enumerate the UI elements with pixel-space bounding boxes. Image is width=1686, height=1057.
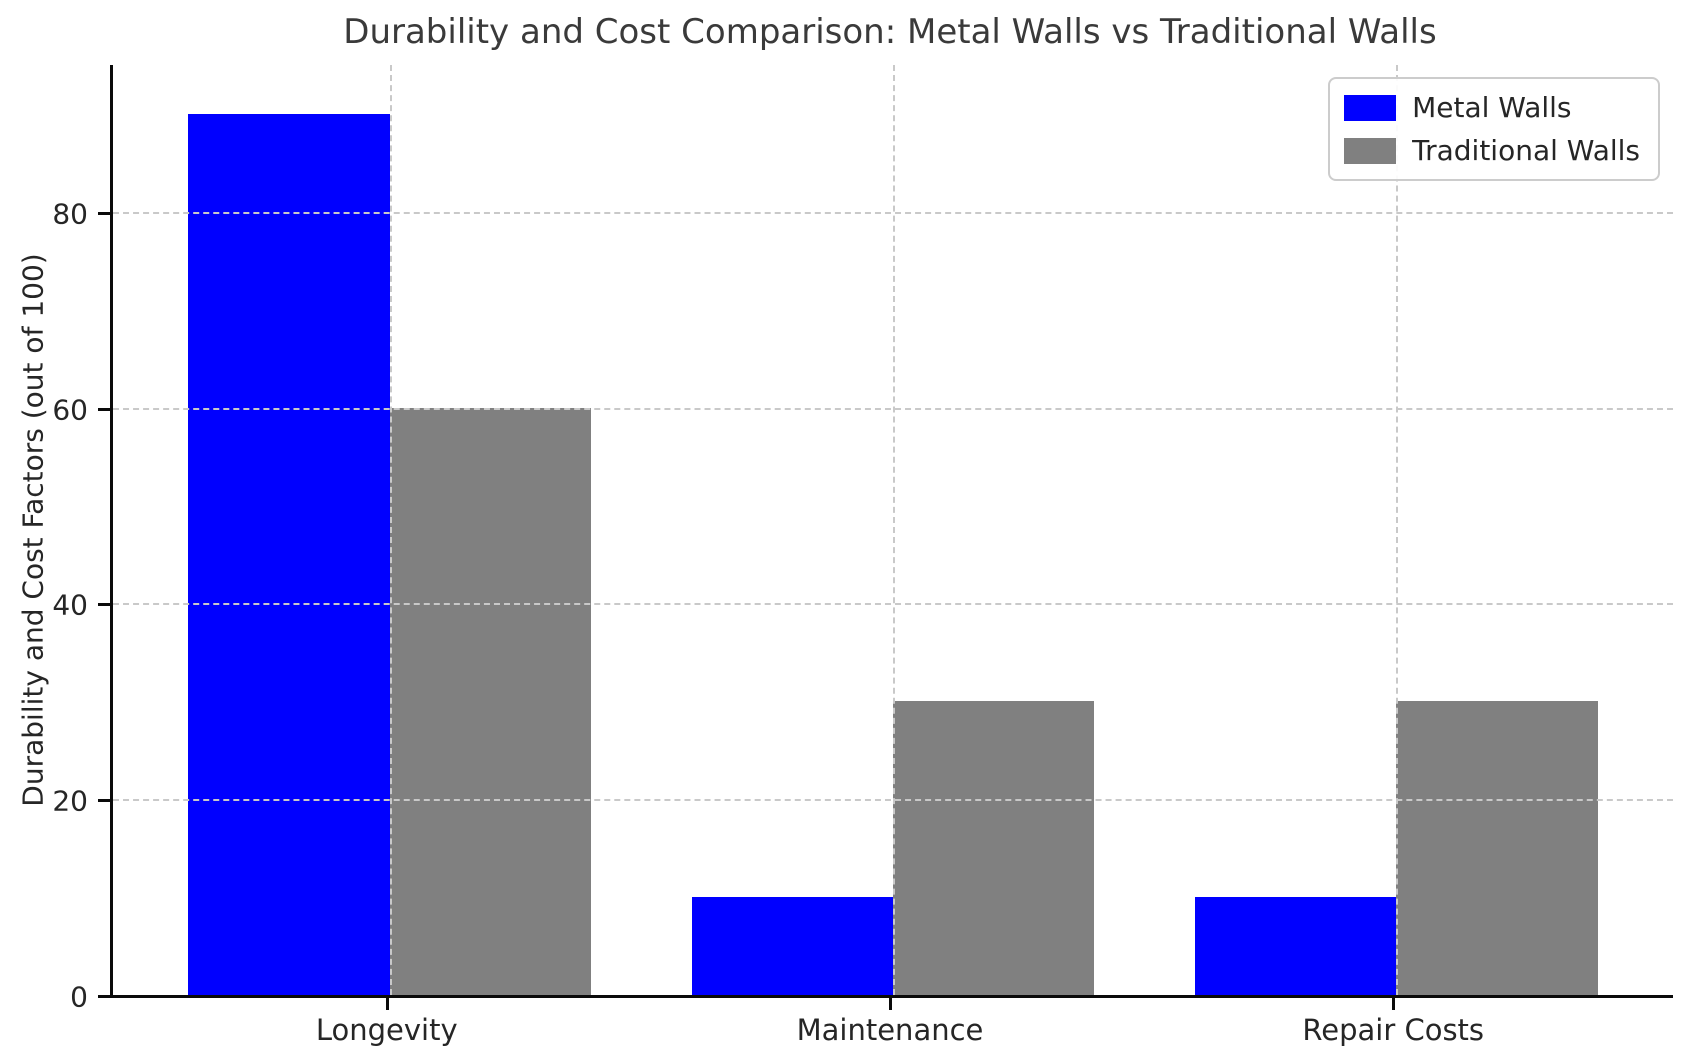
y-tick-mark-60: [98, 407, 110, 411]
legend-item-metal-walls: Metal Walls: [1344, 91, 1640, 124]
legend-label-traditional-walls: Traditional Walls: [1412, 134, 1640, 167]
y-tick-label-20: 20: [52, 784, 88, 818]
y-tick-mark-20: [98, 799, 110, 803]
x-tick-mark-repair-costs: [1392, 998, 1396, 1010]
bar-traditional-walls-maintenance: [893, 701, 1095, 995]
y-axis-label: Durability and Cost Factors (out of 100): [16, 253, 50, 807]
bar-metal-walls-repair-costs: [1194, 897, 1397, 995]
x-tick-label-repair-costs: Repair Costs: [1302, 1013, 1485, 1047]
bar-metal-walls-longevity: [188, 113, 390, 995]
legend-label-metal-walls: Metal Walls: [1412, 91, 1572, 124]
y-tick-label-60: 60: [52, 393, 88, 427]
bar-traditional-walls-longevity: [389, 407, 592, 995]
bar-metal-walls-maintenance: [691, 897, 893, 995]
y-tick-mark-40: [98, 603, 110, 607]
x-tick-mark-longevity: [385, 998, 389, 1010]
y-tick-mark-0: [98, 995, 110, 998]
legend-swatch-metal-walls: [1344, 94, 1397, 121]
plot-area: [110, 65, 1673, 998]
legend-item-traditional-walls: Traditional Walls: [1344, 134, 1640, 167]
y-tick-label-40: 40: [52, 588, 88, 622]
legend: Metal Walls Traditional Walls: [1328, 77, 1660, 181]
legend-swatch-traditional-walls: [1344, 137, 1397, 164]
x-tick-label-longevity: Longevity: [315, 1013, 458, 1047]
y-tick-label-80: 80: [52, 197, 88, 231]
bar-traditional-walls-repair-costs: [1396, 701, 1598, 995]
x-tick-mark-maintenance: [889, 998, 892, 1010]
y-tick-mark-80: [98, 211, 110, 215]
y-tick-label-0: 0: [70, 980, 88, 1014]
chart-title: Durability and Cost Comparison: Metal Wa…: [343, 12, 1437, 52]
x-tick-label-maintenance: Maintenance: [796, 1013, 984, 1047]
